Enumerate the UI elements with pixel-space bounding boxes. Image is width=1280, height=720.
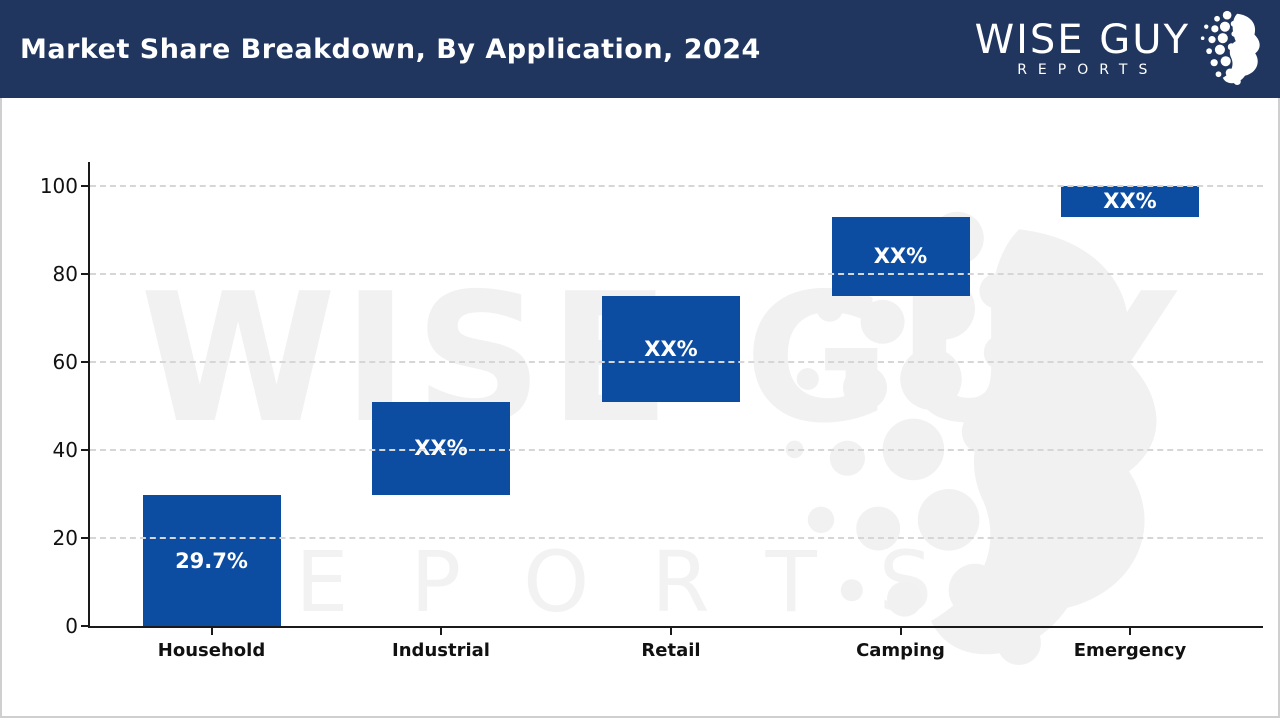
x-tick-mark	[1129, 628, 1131, 635]
y-tick-mark	[81, 273, 88, 275]
y-tick-mark	[81, 361, 88, 363]
y-tick-mark	[81, 625, 88, 627]
x-category-label: Emergency	[1073, 640, 1187, 661]
y-tick-label: 40	[52, 438, 78, 462]
y-tick-label: 60	[52, 350, 78, 374]
bar-value-label: XX%	[644, 336, 698, 361]
bar-camping: XX%	[831, 216, 970, 296]
bar-emergency: XX%	[1061, 186, 1199, 217]
x-tick-mark	[440, 628, 442, 635]
x-axis-line	[88, 626, 1263, 628]
gridline	[90, 449, 1263, 451]
bar-value-label: XX%	[873, 244, 928, 269]
y-tick-mark	[81, 185, 88, 187]
x-tick-mark	[899, 628, 902, 635]
bar-value-label: XX%	[1103, 189, 1157, 214]
bar-industrial: XX%	[372, 401, 510, 496]
gridline	[90, 185, 1263, 187]
bar-retail: XX%	[602, 296, 740, 402]
y-tick-label: 0	[65, 614, 78, 638]
y-tick-label: 100	[39, 174, 78, 198]
header-bar: Market Share Breakdown, By Application, …	[0, 0, 1280, 98]
x-category-label: Industrial	[392, 640, 490, 661]
x-category-label: Household	[157, 640, 266, 661]
brand-name-text: WISE GUY	[974, 17, 1190, 63]
y-tick-label: 20	[52, 526, 78, 550]
brand-wordmark: WISE GUY REPORTS	[975, 20, 1190, 78]
x-category-label: Retail	[641, 640, 701, 661]
y-tick-label: 80	[52, 262, 78, 286]
gridline	[90, 361, 1263, 363]
x-category-label: Camping	[856, 640, 945, 661]
brand-head-icon	[1200, 10, 1260, 85]
page-title: Market Share Breakdown, By Application, …	[20, 33, 761, 65]
y-tick-mark	[81, 449, 88, 451]
y-tick-mark	[81, 537, 88, 539]
brand-logo: WISE GUY REPORTS	[975, 9, 1266, 89]
x-tick-mark	[670, 628, 672, 635]
x-tick-mark	[210, 628, 213, 635]
gridline	[90, 537, 1263, 539]
brand-subtitle-text: REPORTS	[1017, 62, 1159, 78]
gridline	[90, 273, 1263, 275]
bar-value-label: 29.7%	[175, 548, 248, 573]
y-axis-line	[88, 162, 90, 628]
bar-value-label: XX%	[414, 436, 468, 461]
bar-household: 29.7%	[142, 495, 281, 626]
